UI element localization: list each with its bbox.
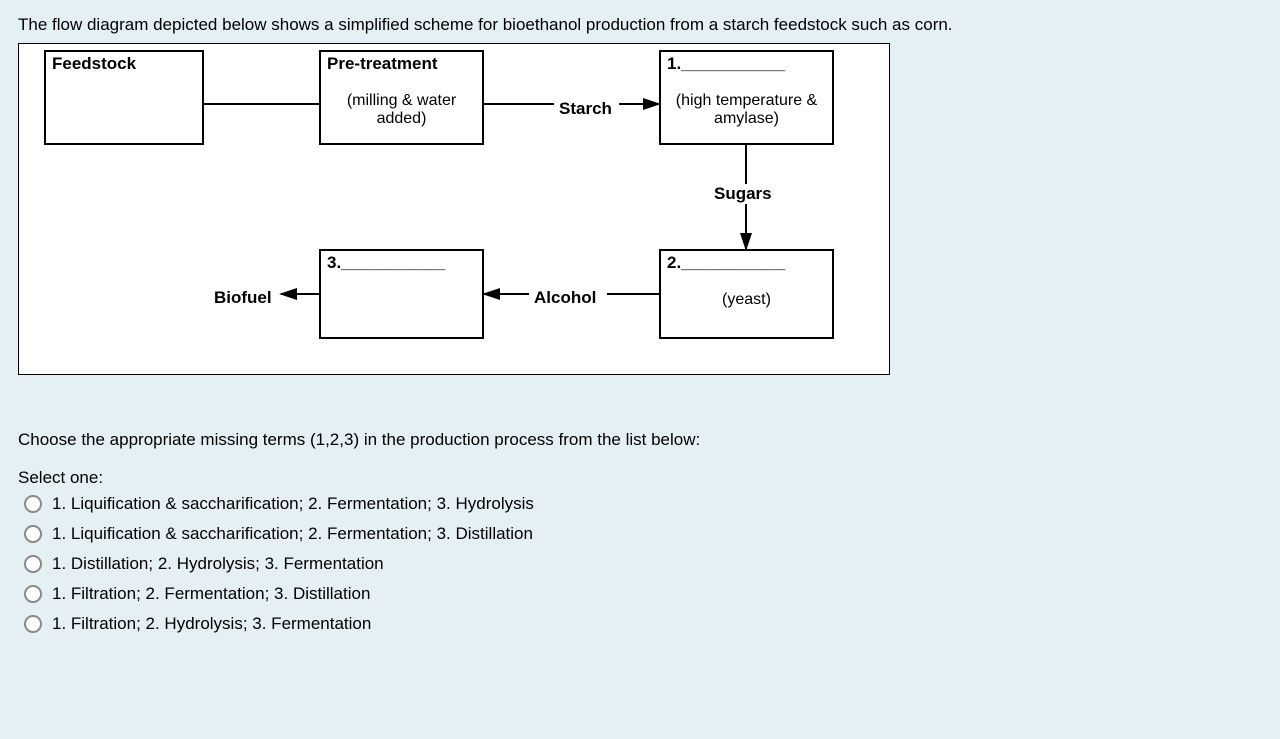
flow-diagram: Feedstock Pre-treatment(milling & water a…	[19, 44, 889, 374]
option-label: 1. Liquification & saccharification; 2. …	[52, 524, 533, 544]
option-label: 1. Filtration; 2. Fermentation; 3. Disti…	[52, 584, 370, 604]
label-alcohol: Alcohol	[534, 288, 596, 308]
label-sugars: Sugars	[714, 184, 772, 204]
radio-icon[interactable]	[24, 585, 42, 603]
radio-icon[interactable]	[24, 525, 42, 543]
box-title: 1.___________	[661, 52, 832, 74]
box-step3: 3.___________	[319, 249, 484, 339]
box-subtitle: (milling & water added)	[321, 74, 482, 128]
box-feedstock: Feedstock	[44, 50, 204, 145]
question-prompt: Choose the appropriate missing terms (1,…	[18, 430, 1262, 450]
box-title: Pre-treatment	[321, 52, 482, 74]
option-label: 1. Distillation; 2. Hydrolysis; 3. Ferme…	[52, 554, 384, 574]
answer-options: 1. Liquification & saccharification; 2. …	[18, 494, 1262, 634]
option-label: 1. Filtration; 2. Hydrolysis; 3. Ferment…	[52, 614, 371, 634]
label-starch: Starch	[559, 99, 612, 119]
label-biofuel: Biofuel	[214, 288, 272, 308]
box-pretreat: Pre-treatment(milling & water added)	[319, 50, 484, 145]
question-intro: The flow diagram depicted below shows a …	[18, 15, 1262, 35]
option-row-2[interactable]: 1. Distillation; 2. Hydrolysis; 3. Ferme…	[24, 554, 1262, 574]
box-step1: 1.___________(high temperature & amylase…	[659, 50, 834, 145]
select-one-label: Select one:	[18, 468, 1262, 488]
box-subtitle: (yeast)	[661, 273, 832, 309]
box-step2: 2.___________(yeast)	[659, 249, 834, 339]
option-row-1[interactable]: 1. Liquification & saccharification; 2. …	[24, 524, 1262, 544]
radio-icon[interactable]	[24, 615, 42, 633]
option-row-3[interactable]: 1. Filtration; 2. Fermentation; 3. Disti…	[24, 584, 1262, 604]
box-title: Feedstock	[46, 52, 202, 74]
option-row-0[interactable]: 1. Liquification & saccharification; 2. …	[24, 494, 1262, 514]
box-title: 2.___________	[661, 251, 832, 273]
option-label: 1. Liquification & saccharification; 2. …	[52, 494, 534, 514]
box-subtitle: (high temperature & amylase)	[661, 74, 832, 128]
diagram-container: Feedstock Pre-treatment(milling & water a…	[18, 43, 890, 375]
radio-icon[interactable]	[24, 495, 42, 513]
radio-icon[interactable]	[24, 555, 42, 573]
option-row-4[interactable]: 1. Filtration; 2. Hydrolysis; 3. Ferment…	[24, 614, 1262, 634]
box-title: 3.___________	[321, 251, 482, 273]
